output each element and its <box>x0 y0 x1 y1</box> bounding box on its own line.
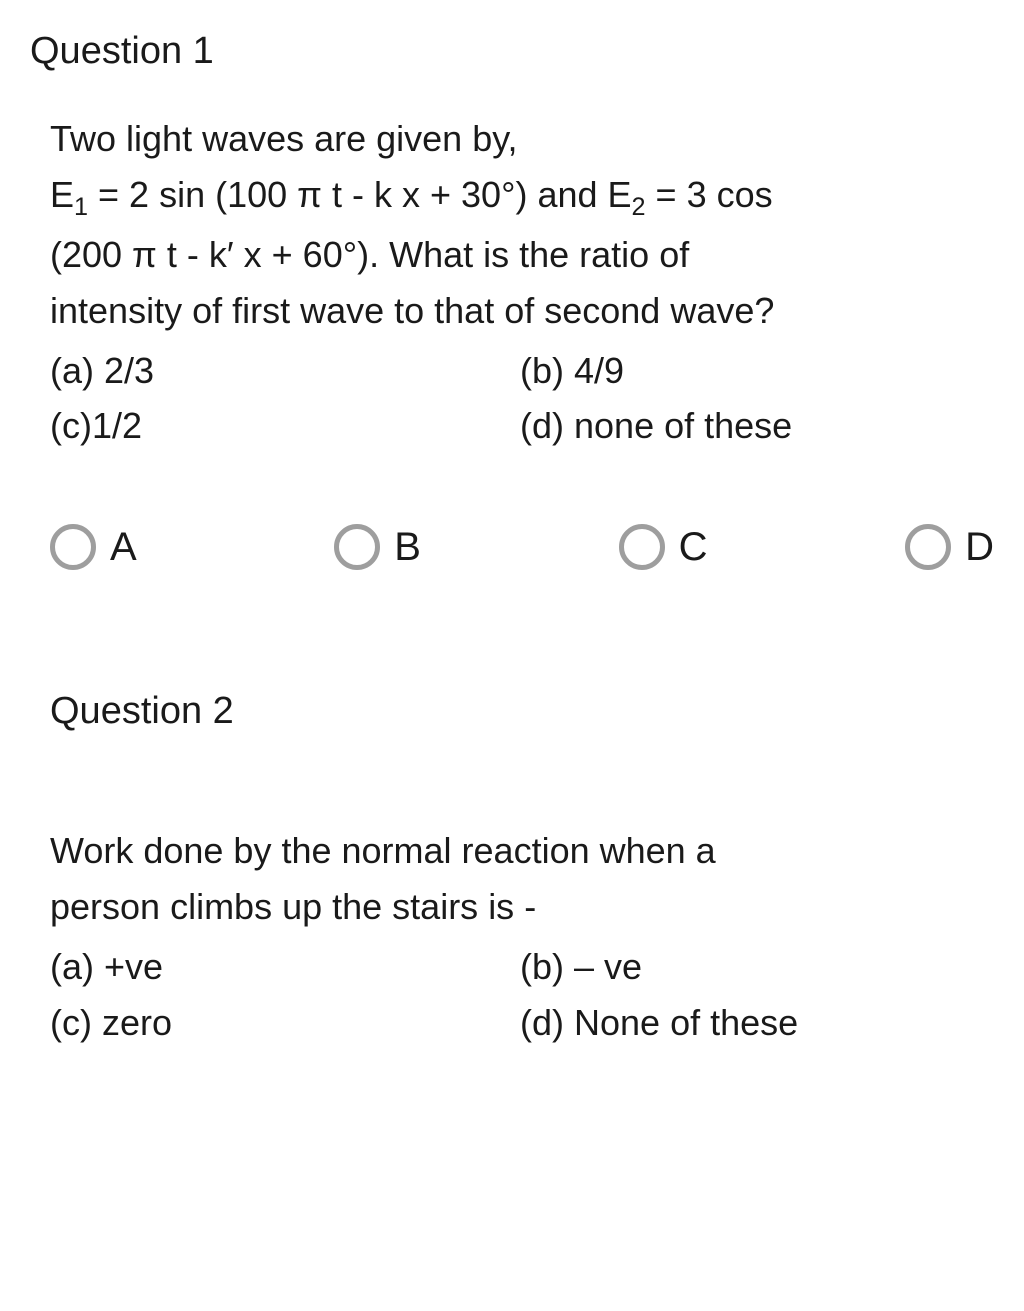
q1-line4: intensity of first wave to that of secon… <box>50 283 990 339</box>
radio-icon <box>619 524 665 570</box>
radio-choice-c[interactable]: C <box>619 524 708 570</box>
q2-options: (a) +ve (b) – ve (c) zero (d) None of th… <box>50 939 990 1051</box>
radio-label-d: D <box>965 525 994 570</box>
q1-line1: Two light waves are given by, <box>50 111 990 167</box>
q1-option-d: (d) none of these <box>520 398 990 454</box>
radio-icon <box>50 524 96 570</box>
radio-icon <box>334 524 380 570</box>
q2-line2: person climbs up the stairs is - <box>50 879 990 935</box>
radio-label-a: A <box>110 525 137 570</box>
q1-option-b: (b) 4/9 <box>520 343 990 399</box>
q1-line2: E1 = 2 sin (100 π t - k x + 30°) and E2 … <box>50 167 990 227</box>
q1-option-a: (a) 2/3 <box>50 343 520 399</box>
q1-line3: (200 π t - k′ x + 60°). What is the rati… <box>50 227 990 283</box>
radio-choice-b[interactable]: B <box>334 524 421 570</box>
radio-label-c: C <box>679 525 708 570</box>
radio-label-b: B <box>394 525 421 570</box>
q2-option-d: (d) None of these <box>520 995 990 1051</box>
q1-option-c: (c)1/2 <box>50 398 520 454</box>
q1-title: Question 1 <box>30 30 1004 73</box>
q2-line1: Work done by the normal reaction when a <box>50 823 990 879</box>
radio-icon <box>905 524 951 570</box>
q2-option-c: (c) zero <box>50 995 520 1051</box>
radio-choice-a[interactable]: A <box>50 524 137 570</box>
q1-body: Two light waves are given by, E1 = 2 sin… <box>50 111 990 454</box>
q2-option-b: (b) – ve <box>520 939 990 995</box>
q2-option-a: (a) +ve <box>50 939 520 995</box>
q1-options: (a) 2/3 (b) 4/9 (c)1/2 (d) none of these <box>50 343 990 455</box>
q1-answer-choices: A B C D <box>30 524 1004 570</box>
q2-title: Question 2 <box>50 690 1004 733</box>
q2-body: Work done by the normal reaction when a … <box>50 823 990 1050</box>
radio-choice-d[interactable]: D <box>905 524 994 570</box>
